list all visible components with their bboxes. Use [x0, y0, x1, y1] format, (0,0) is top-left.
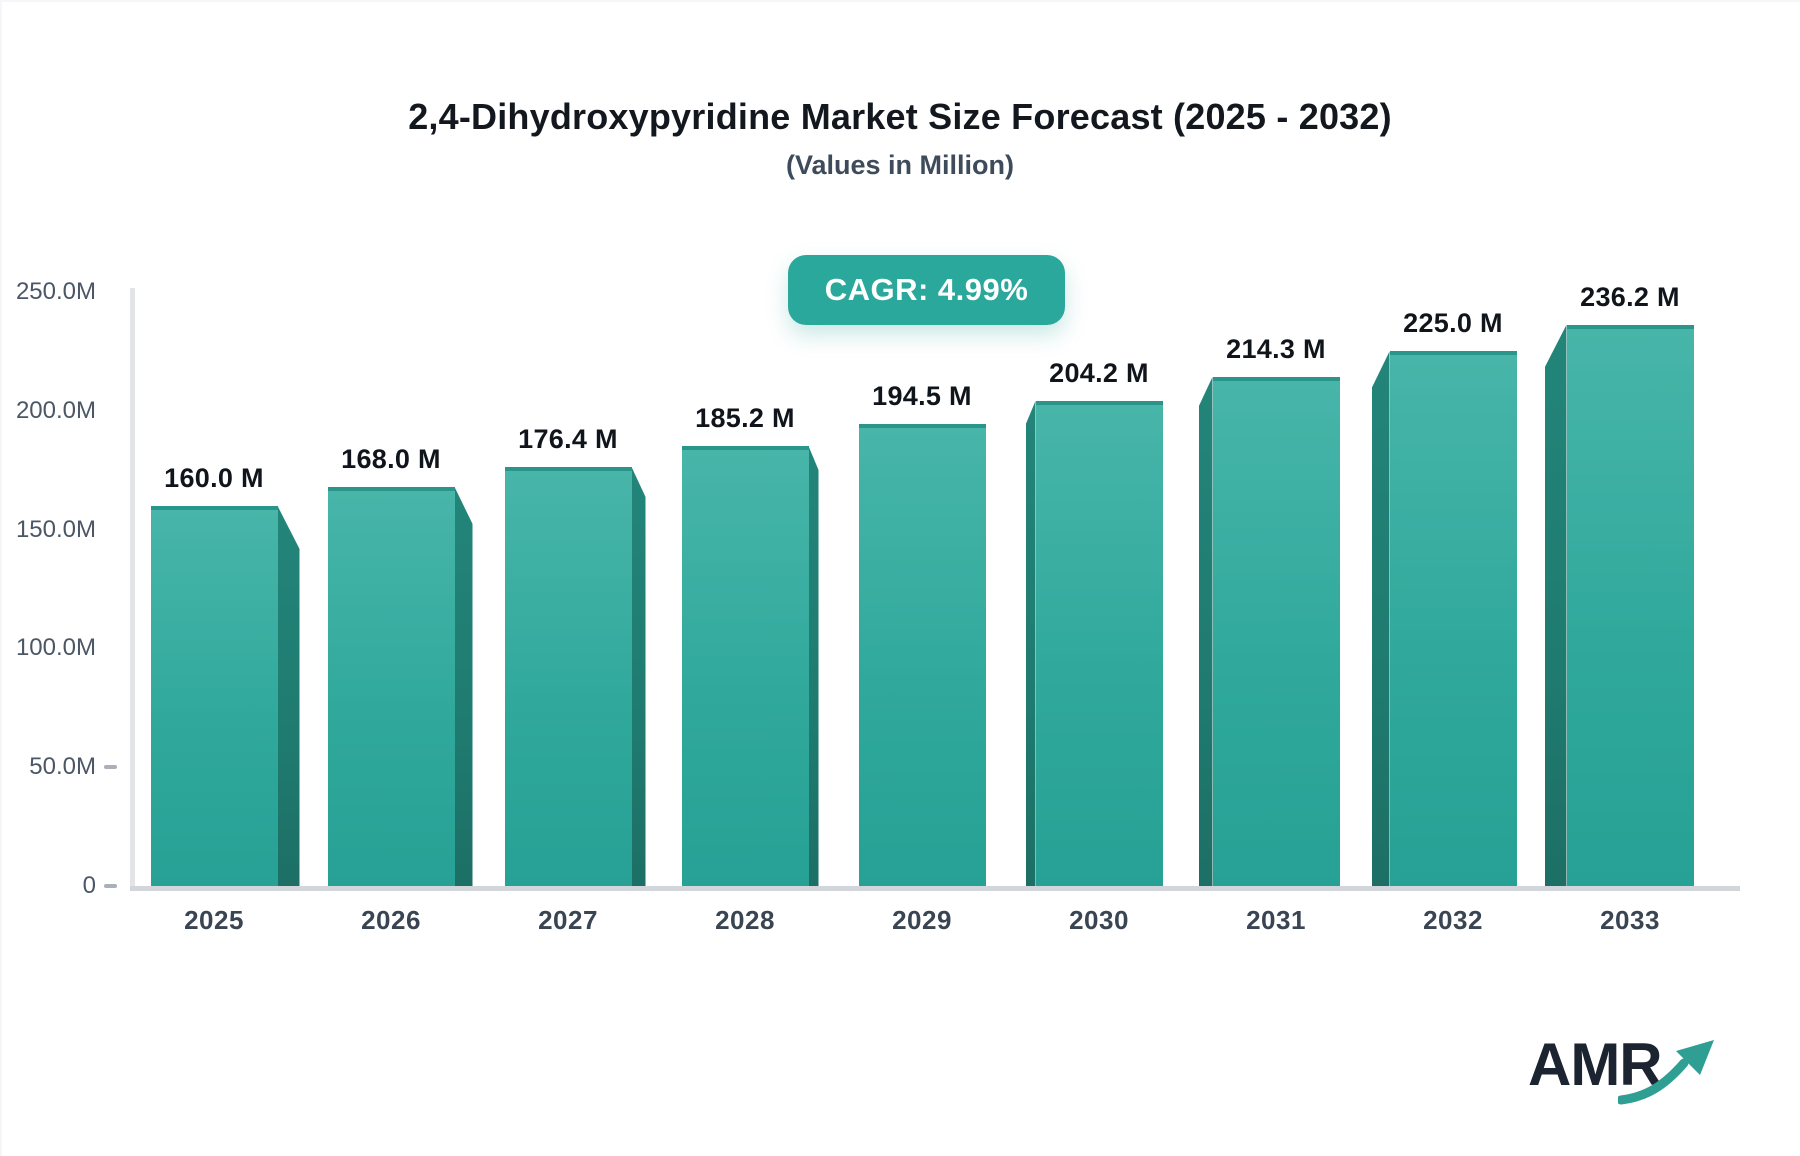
- bar-front-face: [1566, 324, 1694, 886]
- bar-value-label-2026: 168.0 M: [341, 443, 441, 474]
- x-axis-label-2033: 2033: [1600, 905, 1660, 935]
- y-axis-label-100: 100.0M: [15, 634, 96, 662]
- bar-side-face: [1371, 351, 1390, 886]
- bar-2027: [504, 466, 646, 886]
- bar-front-face: [1035, 400, 1163, 886]
- x-axis-label-2029: 2029: [892, 905, 952, 935]
- x-axis-label-2026: 2026: [361, 905, 421, 935]
- amr-logo-arrow-icon: [1618, 1040, 1714, 1105]
- bar-side-face: [1025, 400, 1036, 886]
- y-axis-label-150: 150.0M: [15, 515, 96, 543]
- y-axis-line: [130, 288, 135, 891]
- bar-value-label-2033: 236.2 M: [1580, 281, 1680, 312]
- bar-side-face: [454, 486, 473, 886]
- bar-front-face: [327, 486, 455, 886]
- x-axis-label-2030: 2030: [1069, 905, 1129, 935]
- bar-value-label-2025: 160.0 M: [164, 462, 264, 493]
- bar-side-face: [277, 505, 300, 886]
- y-axis-tick-50: [104, 765, 117, 770]
- bar-value-label-2029: 194.5 M: [872, 380, 972, 411]
- bar-2026: [327, 486, 473, 886]
- bar-value-label-2032: 225.0 M: [1403, 308, 1503, 339]
- y-axis-label-50: 50.0M: [29, 753, 96, 781]
- bar-value-label-2028: 185.2 M: [695, 402, 795, 433]
- bar-2025: [150, 505, 300, 886]
- bar-2033: [1544, 324, 1694, 886]
- bar-front-face: [150, 505, 278, 886]
- bar-side-face: [631, 466, 646, 886]
- x-axis-label-2025: 2025: [184, 905, 244, 935]
- x-axis-label-2031: 2031: [1246, 905, 1306, 935]
- bar-2030: [1025, 400, 1163, 886]
- y-axis-label-200: 200.0M: [15, 396, 96, 424]
- bar-2032: [1371, 351, 1517, 886]
- bar-side-face: [1198, 376, 1213, 886]
- amr-logo: AMR: [1528, 1030, 1768, 1125]
- x-axis-line: [130, 886, 1740, 891]
- bar-value-label-2031: 214.3 M: [1226, 333, 1326, 364]
- y-axis-label-250: 250.0M: [15, 278, 96, 305]
- bar-front-face: [504, 466, 632, 886]
- x-axis-label-2028: 2028: [715, 905, 775, 935]
- bar-front-face: [1212, 376, 1340, 886]
- bar-2029: [858, 423, 986, 886]
- x-axis-label-2027: 2027: [538, 905, 598, 935]
- bar-side-face: [808, 445, 819, 886]
- y-axis-tick-0: [104, 884, 117, 888]
- y-axis-label-0: 0: [82, 872, 96, 899]
- cagr-badge-label: CAGR: 4.99%: [824, 272, 1029, 307]
- bar-front-face: [681, 445, 809, 886]
- bar-2028: [681, 445, 819, 886]
- amr-logo-text: AMR: [1528, 1031, 1663, 1098]
- bar-value-label-2027: 176.4 M: [518, 423, 618, 454]
- bar-side-face: [1544, 324, 1567, 886]
- bar-front-face: [1389, 351, 1517, 886]
- bar-front-face: [858, 423, 986, 886]
- chart-subtitle: (Values in Million): [785, 150, 1015, 180]
- bar-2031: [1198, 376, 1340, 886]
- chart-title: 2,4-Dihydroxypyridine Market Size Foreca…: [408, 96, 1392, 137]
- x-axis-label-2032: 2032: [1423, 905, 1483, 935]
- cagr-badge: CAGR: 4.99%: [788, 255, 1065, 325]
- bar-value-label-2030: 204.2 M: [1049, 357, 1149, 388]
